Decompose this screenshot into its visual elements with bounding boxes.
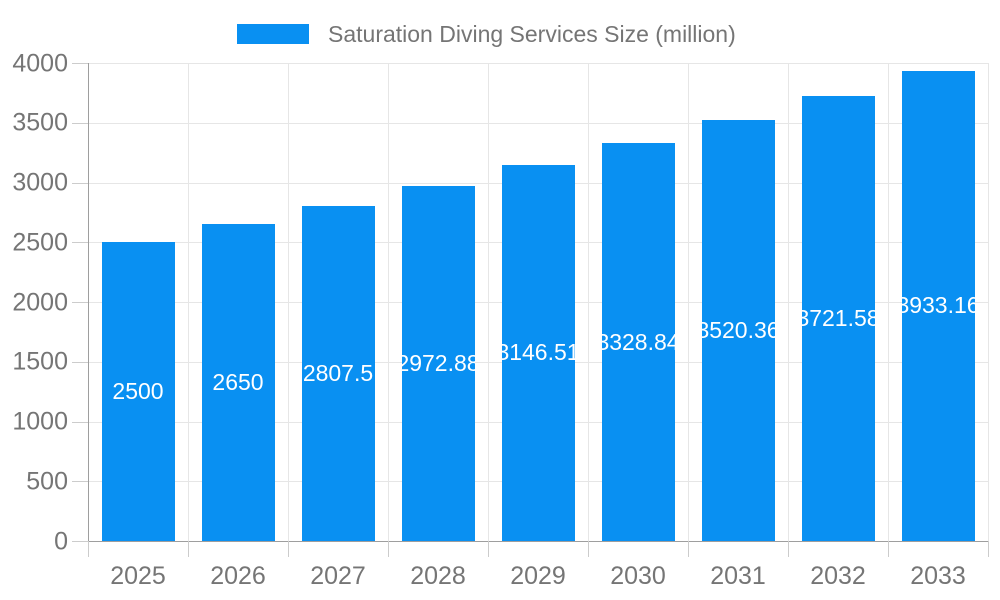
y-tick: [72, 122, 88, 124]
y-tick: [72, 63, 88, 64]
x-tick: [888, 541, 889, 557]
y-tick-label: 500: [26, 467, 68, 496]
bar-value-label: 3146.51: [501, 339, 575, 366]
x-tick: [588, 541, 589, 557]
y-tick: [72, 242, 88, 244]
bar[interactable]: 3328.84: [601, 143, 675, 541]
x-tick-label: 2028: [410, 562, 466, 590]
y-tick-label: 1500: [12, 347, 68, 376]
legend-label: Saturation Diving Services Size (million…: [328, 21, 736, 47]
bar-value-label: 3520.36: [701, 317, 775, 344]
legend-swatch-icon: [237, 24, 309, 44]
x-tick-label: 2030: [610, 562, 666, 590]
bar[interactable]: 2972.88: [401, 185, 475, 541]
h-gridline: [88, 122, 988, 124]
v-gridline: [488, 63, 489, 541]
y-tick-label: 4000: [12, 49, 68, 77]
y-tick: [72, 421, 88, 423]
y-tick: [72, 361, 88, 363]
x-tick: [88, 541, 89, 557]
bar[interactable]: 3721.58: [801, 96, 875, 541]
x-tick: [688, 541, 689, 557]
chart-legend[interactable]: Saturation Diving Services Size (million…: [237, 21, 736, 47]
y-tick: [72, 541, 88, 542]
x-tick-label: 2025: [110, 562, 166, 590]
v-gridline: [188, 63, 189, 541]
x-tick-label: 2027: [310, 562, 366, 590]
bar-value-label: 3933.16: [901, 292, 975, 319]
bar-value-label: 3328.84: [601, 328, 675, 355]
x-axis-line: [88, 541, 988, 542]
bar[interactable]: 3520.36: [701, 120, 775, 541]
x-tick-label: 2032: [810, 562, 866, 590]
x-tick: [288, 541, 289, 557]
y-tick-label: 3000: [12, 168, 68, 197]
bar-value-label: 2500: [112, 378, 164, 405]
y-tick: [72, 481, 88, 483]
bar-value-label: 2650: [212, 369, 264, 396]
bar[interactable]: 2650: [201, 224, 275, 541]
x-tick-label: 2031: [710, 562, 766, 590]
x-tick: [188, 541, 189, 557]
v-gridline: [788, 63, 789, 541]
x-tick-label: 2029: [510, 562, 566, 590]
x-tick: [988, 541, 989, 557]
y-tick: [72, 182, 88, 184]
h-gridline: [88, 63, 988, 64]
bar-value-label: 3721.58: [801, 305, 875, 332]
y-axis-line: [88, 63, 89, 541]
x-tick-label: 2033: [910, 562, 966, 590]
v-gridline: [288, 63, 289, 541]
v-gridline: [688, 63, 689, 541]
y-tick-label: 2500: [12, 228, 68, 257]
v-gridline: [888, 63, 889, 541]
x-tick-label: 2026: [210, 562, 266, 590]
y-tick-label: 3500: [12, 108, 68, 137]
y-tick-label: 0: [54, 527, 68, 555]
y-tick-label: 1000: [12, 407, 68, 436]
y-tick: [72, 302, 88, 303]
v-gridline: [588, 63, 589, 541]
bar[interactable]: 3146.51: [501, 164, 575, 541]
bar[interactable]: 3933.16: [901, 70, 975, 541]
v-gridline: [388, 63, 389, 541]
bar-value-label: 2807.5: [302, 359, 374, 386]
x-tick: [788, 541, 789, 557]
y-tick-label: 2000: [12, 288, 68, 316]
v-gridline: [988, 63, 989, 541]
bar[interactable]: 2807.5: [301, 205, 375, 541]
bar[interactable]: 2500: [101, 242, 175, 541]
bar-value-label: 2972.88: [401, 349, 475, 376]
x-tick: [388, 541, 389, 557]
x-tick: [488, 541, 489, 557]
